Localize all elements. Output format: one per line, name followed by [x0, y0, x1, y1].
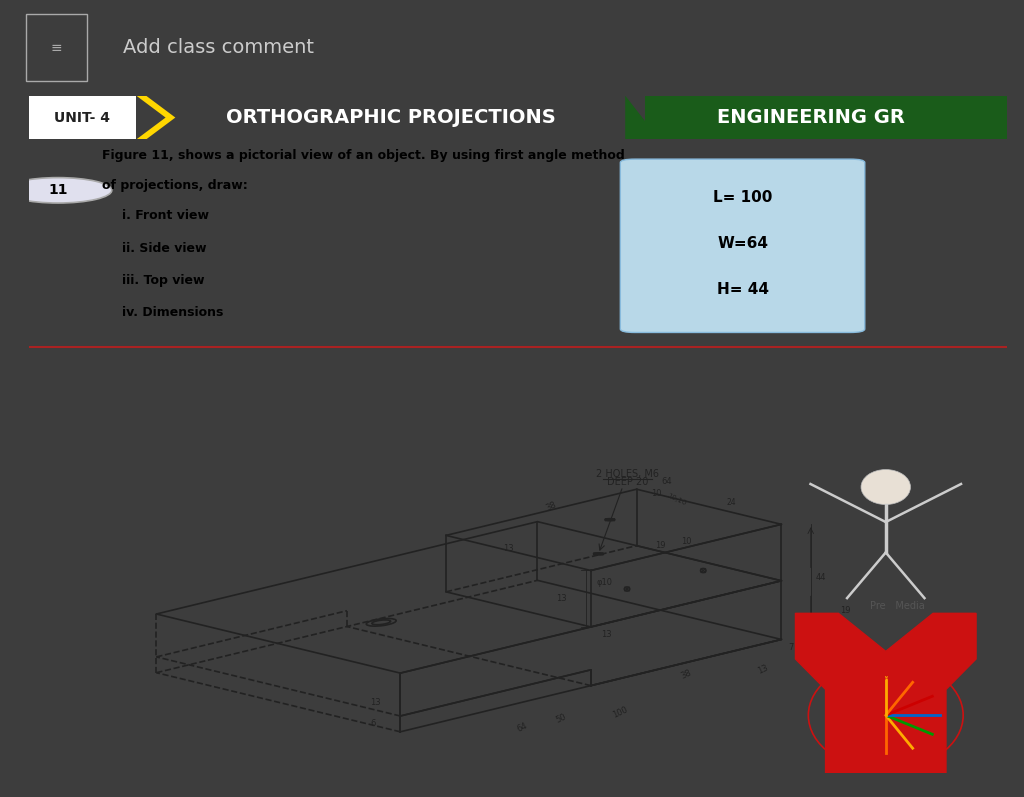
- Text: 7: 7: [788, 643, 794, 652]
- Text: 10: 10: [651, 489, 662, 498]
- Text: iv. Dimensions: iv. Dimensions: [122, 306, 223, 320]
- Text: 38: 38: [545, 500, 558, 512]
- Text: ENGINEERING GR: ENGINEERING GR: [717, 108, 905, 127]
- Text: Figure 11, shows a pictorial view of an object. By using first angle method: Figure 11, shows a pictorial view of an …: [102, 149, 625, 162]
- Bar: [29, 96, 136, 139]
- Text: L= 100: L= 100: [713, 190, 772, 205]
- Bar: [645, 96, 1007, 139]
- Text: 13: 13: [756, 664, 770, 676]
- Text: 10: 10: [681, 536, 691, 546]
- Text: i. Front view: i. Front view: [122, 210, 209, 222]
- Text: 50: 50: [555, 713, 568, 725]
- Text: 64: 64: [662, 477, 672, 485]
- Polygon shape: [796, 614, 976, 773]
- Text: ≡: ≡: [50, 41, 62, 55]
- Text: 11: 11: [48, 183, 68, 198]
- Text: of projections, draw:: of projections, draw:: [102, 179, 248, 192]
- Text: W=64: W=64: [717, 236, 768, 251]
- Text: DEEP 20: DEEP 20: [607, 477, 648, 487]
- Text: Pre: Pre: [870, 601, 886, 611]
- Text: Prof.RAJKUMAR PANCHAL: Prof.RAJKUMAR PANCHAL: [847, 676, 925, 681]
- Text: 13: 13: [370, 698, 381, 707]
- Text: 19: 19: [840, 606, 851, 614]
- Text: Add class comment: Add class comment: [123, 38, 314, 57]
- Text: 13: 13: [556, 595, 566, 603]
- Text: φ10: φ10: [596, 579, 612, 587]
- Circle shape: [861, 469, 910, 505]
- Polygon shape: [626, 96, 659, 139]
- Text: iii. Top view: iii. Top view: [122, 274, 204, 287]
- Text: H= 44: H= 44: [717, 282, 769, 297]
- Text: Media: Media: [886, 601, 925, 611]
- Text: 19: 19: [654, 541, 666, 550]
- Text: 38: 38: [679, 669, 693, 681]
- Text: 13: 13: [601, 630, 611, 639]
- Text: 100: 100: [611, 705, 629, 720]
- Text: ii. Side view: ii. Side view: [122, 241, 206, 254]
- Text: 24: 24: [726, 498, 736, 508]
- Text: 44: 44: [815, 573, 826, 583]
- FancyBboxPatch shape: [621, 159, 865, 332]
- Text: 6: 6: [371, 720, 376, 728]
- Text: UNIT- 4: UNIT- 4: [54, 111, 111, 124]
- Polygon shape: [136, 96, 175, 139]
- Circle shape: [4, 178, 112, 203]
- Text: 2 HOLES, M6: 2 HOLES, M6: [596, 469, 659, 479]
- Text: 64: 64: [516, 720, 529, 733]
- Text: 10,10: 10,10: [666, 493, 687, 506]
- Text: ORTHOGRAPHIC PROJECTIONS: ORTHOGRAPHIC PROJECTIONS: [225, 108, 555, 127]
- Text: 13: 13: [504, 544, 514, 553]
